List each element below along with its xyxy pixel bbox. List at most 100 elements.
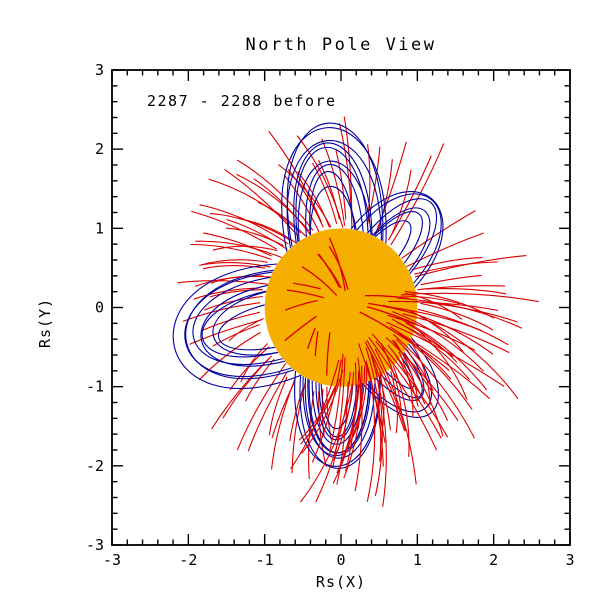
- open-field-line: [203, 232, 272, 257]
- disk-field-line: [366, 306, 418, 326]
- y-tick-label: -2: [86, 457, 104, 475]
- y-tick-label: 0: [95, 299, 104, 317]
- open-field-line: [408, 309, 464, 353]
- open-field-line: [177, 280, 269, 285]
- open-field-line: [387, 344, 426, 405]
- field-lines-front-layer: [284, 237, 539, 507]
- closed-field-loop: [373, 211, 423, 264]
- y-tick-label: -3: [86, 536, 104, 554]
- open-field-line: [389, 326, 452, 380]
- closed-field-loop: [212, 291, 279, 356]
- y-tick-label: 3: [95, 61, 104, 79]
- closed-field-loop: [297, 160, 372, 242]
- open-field-line: [333, 372, 355, 461]
- open-field-line: [247, 370, 289, 452]
- closed-field-loop: [192, 276, 283, 365]
- open-field-line: [416, 329, 468, 400]
- x-tick-label: -3: [103, 551, 121, 569]
- open-field-line: [417, 285, 506, 291]
- open-field-line: [392, 333, 475, 439]
- open-field-line: [374, 141, 407, 237]
- open-field-line: [199, 204, 289, 245]
- open-field-line: [379, 372, 385, 434]
- open-field-line: [209, 212, 291, 241]
- open-field-line: [396, 338, 434, 392]
- open-field-line: [397, 331, 491, 400]
- open-field-line: [190, 243, 272, 261]
- open-field-line: [210, 275, 264, 284]
- closed-field-loop: [374, 220, 412, 257]
- disk-field-line: [286, 289, 324, 299]
- open-field-line: [365, 347, 382, 462]
- disk-field-line: [301, 266, 338, 296]
- closed-field-loop: [286, 122, 384, 247]
- open-field-line: [366, 339, 407, 432]
- open-field-line: [203, 295, 263, 311]
- x-tick-label: 0: [336, 551, 345, 569]
- closed-field-loop: [299, 374, 381, 469]
- open-field-line: [400, 295, 461, 305]
- open-field-line: [226, 218, 288, 251]
- open-field-line: [278, 164, 332, 228]
- closed-field-loop: [200, 284, 286, 367]
- open-field-line: [420, 302, 494, 331]
- open-field-line: [371, 333, 449, 438]
- open-field-line: [326, 386, 332, 440]
- disk-field-line: [326, 332, 331, 376]
- disk-field-line: [284, 315, 317, 341]
- open-field-line: [366, 383, 376, 502]
- disk-field-line: [328, 237, 346, 291]
- open-field-line: [364, 341, 406, 432]
- open-field-line: [236, 173, 310, 232]
- open-field-line: [301, 369, 344, 454]
- open-field-line: [354, 357, 363, 492]
- open-field-line: [236, 362, 287, 451]
- open-field-line: [387, 306, 483, 332]
- open-field-line: [405, 292, 463, 320]
- open-field-line: [345, 362, 357, 472]
- open-field-line: [321, 138, 346, 226]
- open-field-line: [317, 159, 340, 220]
- open-field-line: [311, 359, 342, 463]
- open-field-line: [290, 359, 340, 470]
- open-field-line: [399, 333, 473, 410]
- x-tick-label: 2: [489, 551, 498, 569]
- open-field-line: [420, 274, 482, 286]
- open-field-line: [343, 116, 353, 218]
- open-field-line: [229, 346, 270, 391]
- x-tick-label: -1: [256, 551, 274, 569]
- open-field-line: [211, 357, 270, 430]
- x-tick-label: 1: [413, 551, 422, 569]
- open-field-line: [345, 365, 366, 452]
- open-field-line: [315, 372, 351, 503]
- closed-field-loop: [185, 269, 295, 380]
- disk-field-line: [359, 311, 407, 340]
- open-field-line: [377, 159, 393, 232]
- tick-marks: [111, 69, 571, 546]
- disk-field-line: [364, 294, 410, 300]
- closed-field-loop: [305, 163, 364, 238]
- open-field-line: [318, 391, 327, 468]
- closed-field-loop: [281, 127, 387, 252]
- disk-field-line: [284, 299, 318, 311]
- open-field-line: [212, 324, 260, 347]
- annotation-label: 2287 - 2288 before: [147, 92, 337, 110]
- open-field-line: [401, 292, 539, 303]
- y-axis-label: Rs(Y): [36, 297, 54, 348]
- y-tick-label: 2: [95, 140, 104, 158]
- open-field-line: [208, 178, 302, 234]
- x-axis-label: Rs(X): [315, 573, 367, 591]
- closed-field-loop: [372, 207, 431, 272]
- closed-field-loop: [309, 171, 356, 236]
- closed-field-loop: [172, 263, 302, 389]
- closed-field-loop: [356, 193, 442, 284]
- closed-field-loop: [366, 198, 437, 274]
- x-tick-label: -2: [179, 551, 197, 569]
- open-field-line: [201, 262, 271, 268]
- open-field-line: [358, 343, 386, 443]
- y-tick-label: 1: [95, 219, 104, 237]
- open-field-line: [366, 362, 384, 467]
- open-field-line: [193, 287, 259, 300]
- open-field-line: [392, 310, 484, 372]
- closed-field-loop: [311, 380, 364, 445]
